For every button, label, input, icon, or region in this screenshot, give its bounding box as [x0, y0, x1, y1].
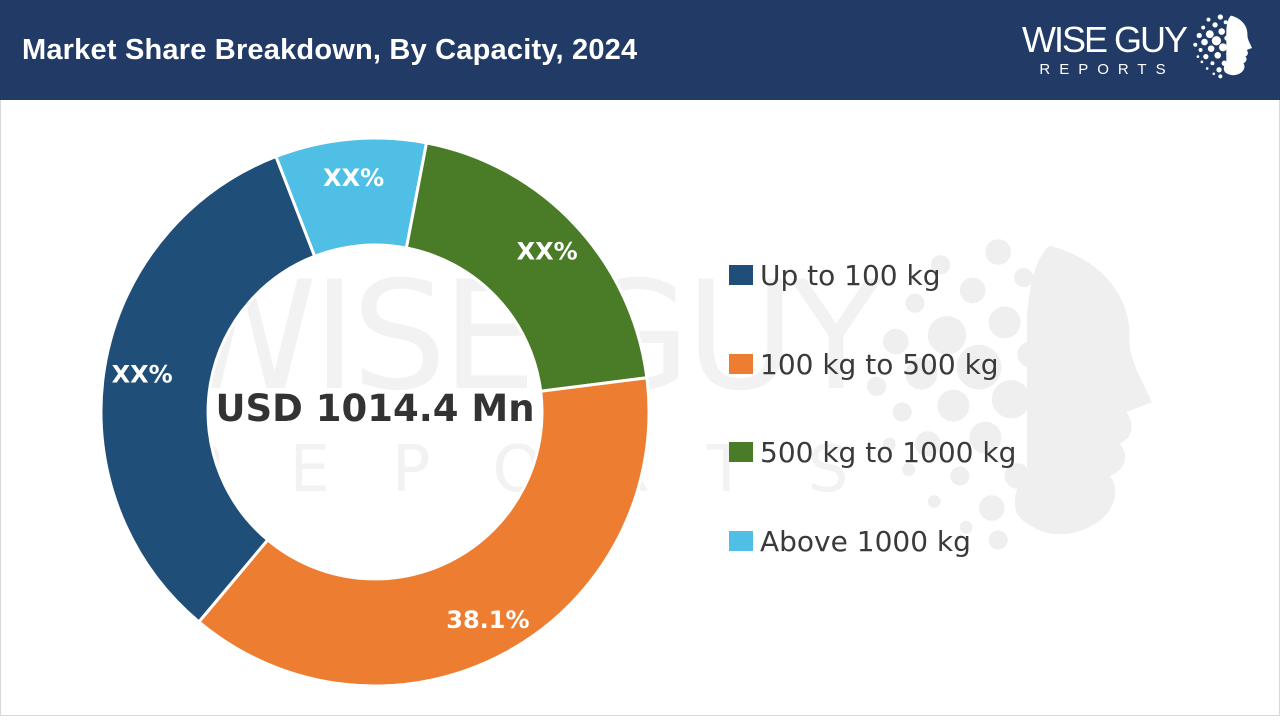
donut-segment-3: [99, 155, 317, 624]
donut-segment-1: [404, 141, 649, 393]
legend-label: 500 kg to 1000 kg: [760, 435, 1017, 469]
brand-face-icon: [1190, 9, 1256, 91]
legend-swatch: [729, 265, 753, 285]
chart-area: WISE GUY REPORTS XX%XX%38.1%XX% USD 1014…: [0, 100, 1280, 716]
legend-swatch: [729, 442, 753, 462]
legend-swatch: [729, 531, 753, 551]
segment-label-1: XX%: [517, 238, 578, 266]
legend-label: Above 1000 kg: [760, 524, 971, 558]
legend-label: Up to 100 kg: [760, 258, 941, 292]
legend-swatch: [729, 354, 753, 374]
donut-center-value: USD 1014.4 Mn: [215, 387, 535, 430]
page-title: Market Share Breakdown, By Capacity, 202…: [22, 33, 638, 66]
brand-name: WISE GUY: [1021, 19, 1188, 60]
legend-item-500kg-to-1000kg: 500 kg to 1000 kg: [729, 435, 1017, 469]
segment-label-3: XX%: [112, 361, 173, 389]
segment-label-0: XX%: [323, 164, 384, 192]
brand-logo: WISE GUY REPORTS: [1022, 9, 1256, 91]
legend-item-100kg-to-500kg: 100 kg to 500 kg: [729, 347, 999, 381]
legend: Up to 100 kg 100 kg to 500 kg 500 kg to …: [729, 100, 1059, 715]
donut-segment-2: [197, 376, 651, 688]
segment-label-2: 38.1%: [446, 606, 529, 634]
header: Market Share Breakdown, By Capacity, 202…: [0, 0, 1280, 100]
legend-item-above-1000kg: Above 1000 kg: [729, 524, 971, 558]
brand-logo-text: WISE GUY REPORTS: [1021, 19, 1188, 79]
brand-subtitle: REPORTS: [1039, 61, 1175, 78]
legend-item-up-to-100kg: Up to 100 kg: [729, 258, 941, 292]
legend-label: 100 kg to 500 kg: [760, 347, 999, 381]
donut-chart: XX% XX% 38.1% XX%: [99, 136, 651, 688]
